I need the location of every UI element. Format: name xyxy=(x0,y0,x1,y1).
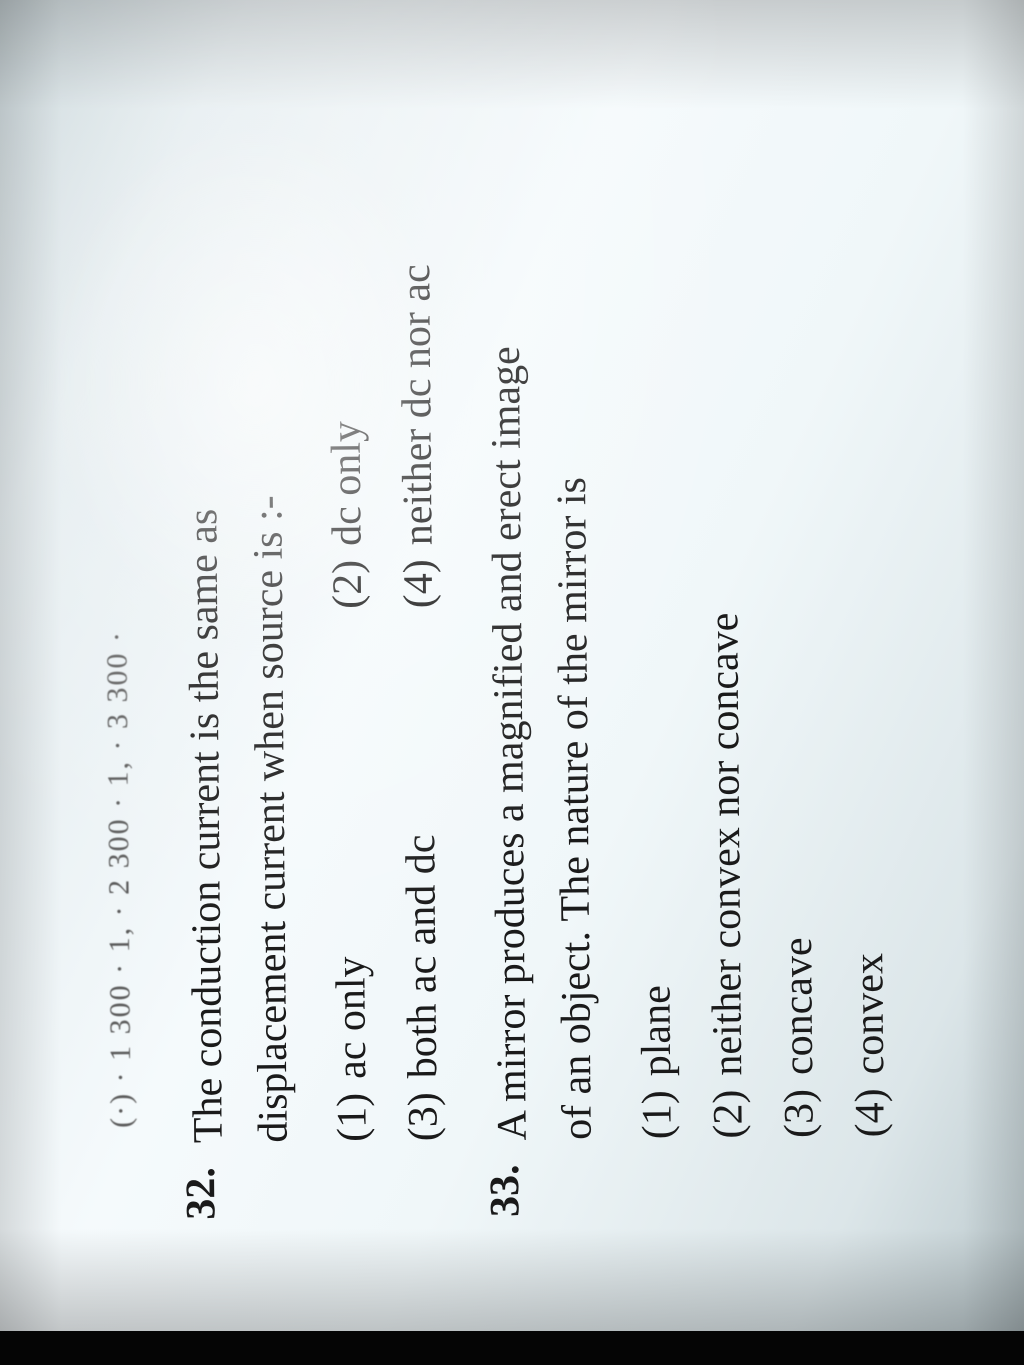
option-text: concave xyxy=(758,71,832,1075)
stem-line: displacement current when source is :- xyxy=(245,495,297,1143)
option-3: (3) both ac and dc xyxy=(387,607,457,1141)
option-4: (4) convex xyxy=(829,71,903,1138)
question-body: The conduction current is the same as di… xyxy=(167,74,463,1142)
option-number: (2) xyxy=(316,545,382,609)
page-content: (·) · 1 300 · 1, · 2 300 · 1, · 3 300 · … xyxy=(55,0,969,1308)
option-number: (4) xyxy=(838,1074,904,1138)
option-text: plane xyxy=(616,72,690,1076)
option-row: (1) ac only (2) dc only xyxy=(312,75,386,1142)
question-32: 32. The conduction current is the same a… xyxy=(167,74,464,1246)
option-number: (3) xyxy=(767,1074,833,1138)
option-1: (1) plane xyxy=(616,72,690,1139)
question-number: 33. xyxy=(481,1137,910,1245)
option-1: (1) ac only xyxy=(316,608,386,1142)
option-text: convex xyxy=(829,71,903,1075)
question-number: 32. xyxy=(177,1140,464,1246)
option-number: (1) xyxy=(320,1078,386,1142)
device-bezel xyxy=(0,1331,1024,1365)
question-body: A mirror produces a magnified and erect … xyxy=(472,71,910,1141)
option-3: (3) concave xyxy=(758,71,832,1138)
stem-line: A mirror produces a magnified and erect … xyxy=(483,346,536,1141)
option-text: neither dc nor ac xyxy=(383,75,452,546)
option-number: (2) xyxy=(696,1075,762,1139)
option-number: (4) xyxy=(387,545,453,609)
option-4: (4) neither dc nor ac xyxy=(383,75,453,609)
question-stem: A mirror produces a magnified and erect … xyxy=(472,73,611,1140)
option-text: dc only xyxy=(312,75,381,546)
option-text: both ac and dc xyxy=(387,607,456,1078)
stem-line: of an object. The nature of the mirror i… xyxy=(549,476,601,1139)
option-2: (2) neither convex nor concave xyxy=(687,72,761,1139)
option-text: ac only xyxy=(316,608,385,1079)
top-fragment-text: (·) · 1 300 · 1, · 2 300 · 1, · 3 300 · xyxy=(95,77,139,1247)
question-stem: The conduction current is the same as di… xyxy=(167,76,306,1143)
option-row: (3) both ac and dc (4) neither dc nor ac xyxy=(383,75,457,1142)
option-number: (3) xyxy=(392,1077,458,1141)
question-33: 33. A mirror produces a magnified and er… xyxy=(472,71,911,1245)
option-2: (2) dc only xyxy=(312,75,382,609)
option-number: (1) xyxy=(625,1075,691,1139)
option-text: neither convex nor concave xyxy=(687,72,761,1076)
stem-line: The conduction current is the same as xyxy=(180,508,232,1143)
